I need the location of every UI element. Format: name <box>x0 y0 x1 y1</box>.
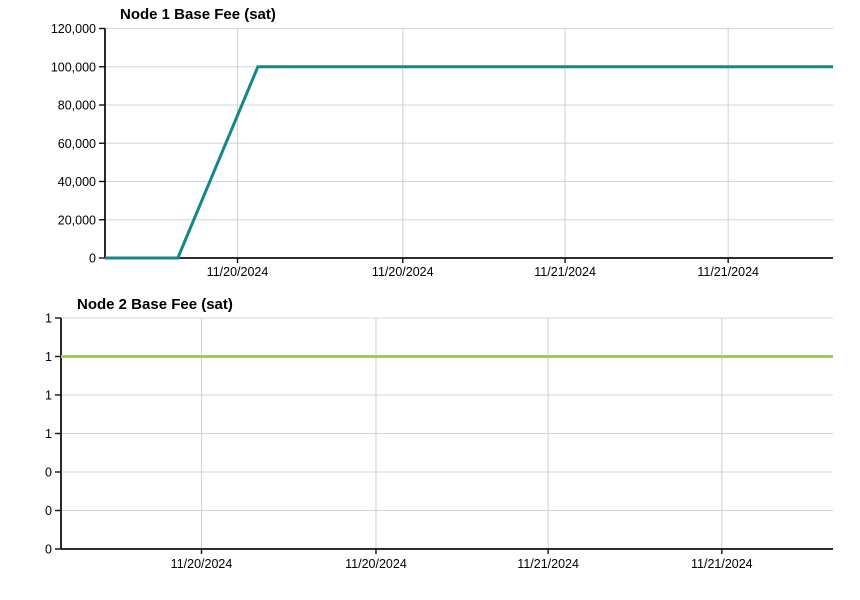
y-tick-label: 40,000 <box>58 175 96 189</box>
x-tick-label: 11/21/2024 <box>691 557 753 571</box>
x-tick-label: 11/21/2024 <box>517 557 579 571</box>
y-tick-label: 1 <box>45 350 52 364</box>
x-tick-label: 11/20/2024 <box>372 265 434 279</box>
node1-base-fee-chart: 120,000 100,000 80,000 60,000 40,000 20,000 0 1… <box>51 22 833 279</box>
y-tick-label: 0 <box>45 504 52 518</box>
y-tick-label: 80,000 <box>58 99 96 113</box>
node1-chart-title: Node 1 Base Fee (sat) <box>120 6 276 23</box>
y-tick-label: 60,000 <box>58 137 96 151</box>
y-tick-label: 1 <box>45 389 52 403</box>
y-tick-label: 100,000 <box>51 60 96 74</box>
node2-base-fee-chart: 1 1 1 1 0 0 0 11/20/2024 11/20/2024 11/21/2024 11/… <box>45 312 833 571</box>
y-tick-label: 1 <box>45 427 52 441</box>
x-tick-label: 11/20/2024 <box>345 557 407 571</box>
x-tick-label: 11/20/2024 <box>207 265 269 279</box>
y-tick-label: 1 <box>45 312 52 326</box>
y-tick-label: 0 <box>45 543 52 557</box>
node1-base-fee-line <box>105 65 833 260</box>
y-tick-label: 120,000 <box>51 22 96 36</box>
y-tick-label: 0 <box>45 466 52 480</box>
x-tick-label: 11/21/2024 <box>534 265 596 279</box>
x-tick-label: 11/21/2024 <box>697 265 759 279</box>
node2-chart-title: Node 2 Base Fee (sat) <box>77 296 233 313</box>
y-tick-label: 20,000 <box>58 213 96 227</box>
y-tick-label: 0 <box>89 252 96 266</box>
x-tick-label: 11/20/2024 <box>171 557 233 571</box>
